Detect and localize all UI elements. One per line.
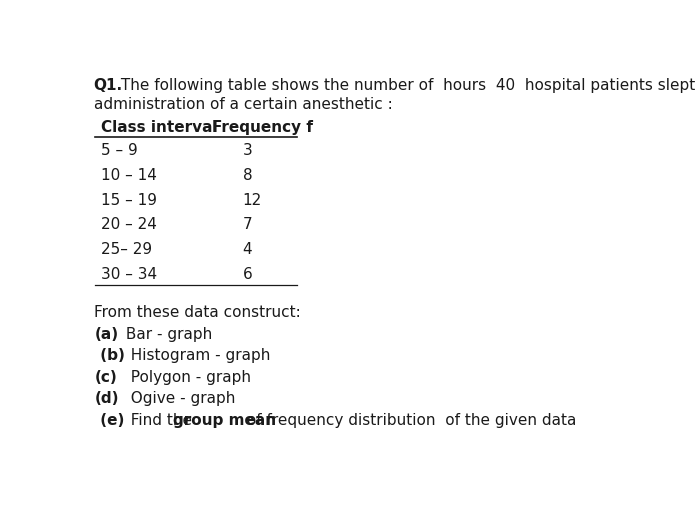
Text: 12: 12 (242, 193, 262, 208)
Text: of frequency distribution  of the given data: of frequency distribution of the given d… (242, 413, 577, 428)
Text: 25– 29: 25– 29 (102, 242, 153, 257)
Text: administration of a certain anesthetic :: administration of a certain anesthetic : (94, 97, 393, 112)
Text: Ogive - graph: Ogive - graph (121, 391, 235, 406)
Text: Class interval: Class interval (102, 120, 218, 134)
Text: Find the: Find the (121, 413, 197, 428)
Text: Q1.: Q1. (94, 78, 122, 93)
Text: 3: 3 (242, 144, 252, 158)
Text: (d): (d) (95, 391, 120, 406)
Text: Histogram - graph: Histogram - graph (121, 348, 270, 363)
Text: 30 – 34: 30 – 34 (102, 267, 158, 281)
Text: Bar - graph: Bar - graph (121, 327, 212, 342)
Text: 4: 4 (242, 242, 252, 257)
Text: group mean: group mean (173, 413, 276, 428)
Text: 6: 6 (242, 267, 252, 281)
Text: 5 – 9: 5 – 9 (102, 144, 138, 158)
Text: (b): (b) (95, 348, 125, 363)
Text: 15 – 19: 15 – 19 (102, 193, 158, 208)
Text: (a): (a) (95, 327, 120, 342)
Text: The following table shows the number of  hours  40  hospital patients slept foll: The following table shows the number of … (116, 78, 700, 93)
Text: From these data construct:: From these data construct: (94, 305, 300, 320)
Text: 7: 7 (242, 217, 252, 233)
Text: (e): (e) (95, 413, 125, 428)
Text: 20 – 24: 20 – 24 (102, 217, 158, 233)
Text: (c): (c) (95, 370, 118, 385)
Text: Polygon - graph: Polygon - graph (121, 370, 251, 385)
Text: 8: 8 (242, 168, 252, 183)
Text: 10 – 14: 10 – 14 (102, 168, 158, 183)
Text: Frequency f: Frequency f (211, 120, 312, 134)
